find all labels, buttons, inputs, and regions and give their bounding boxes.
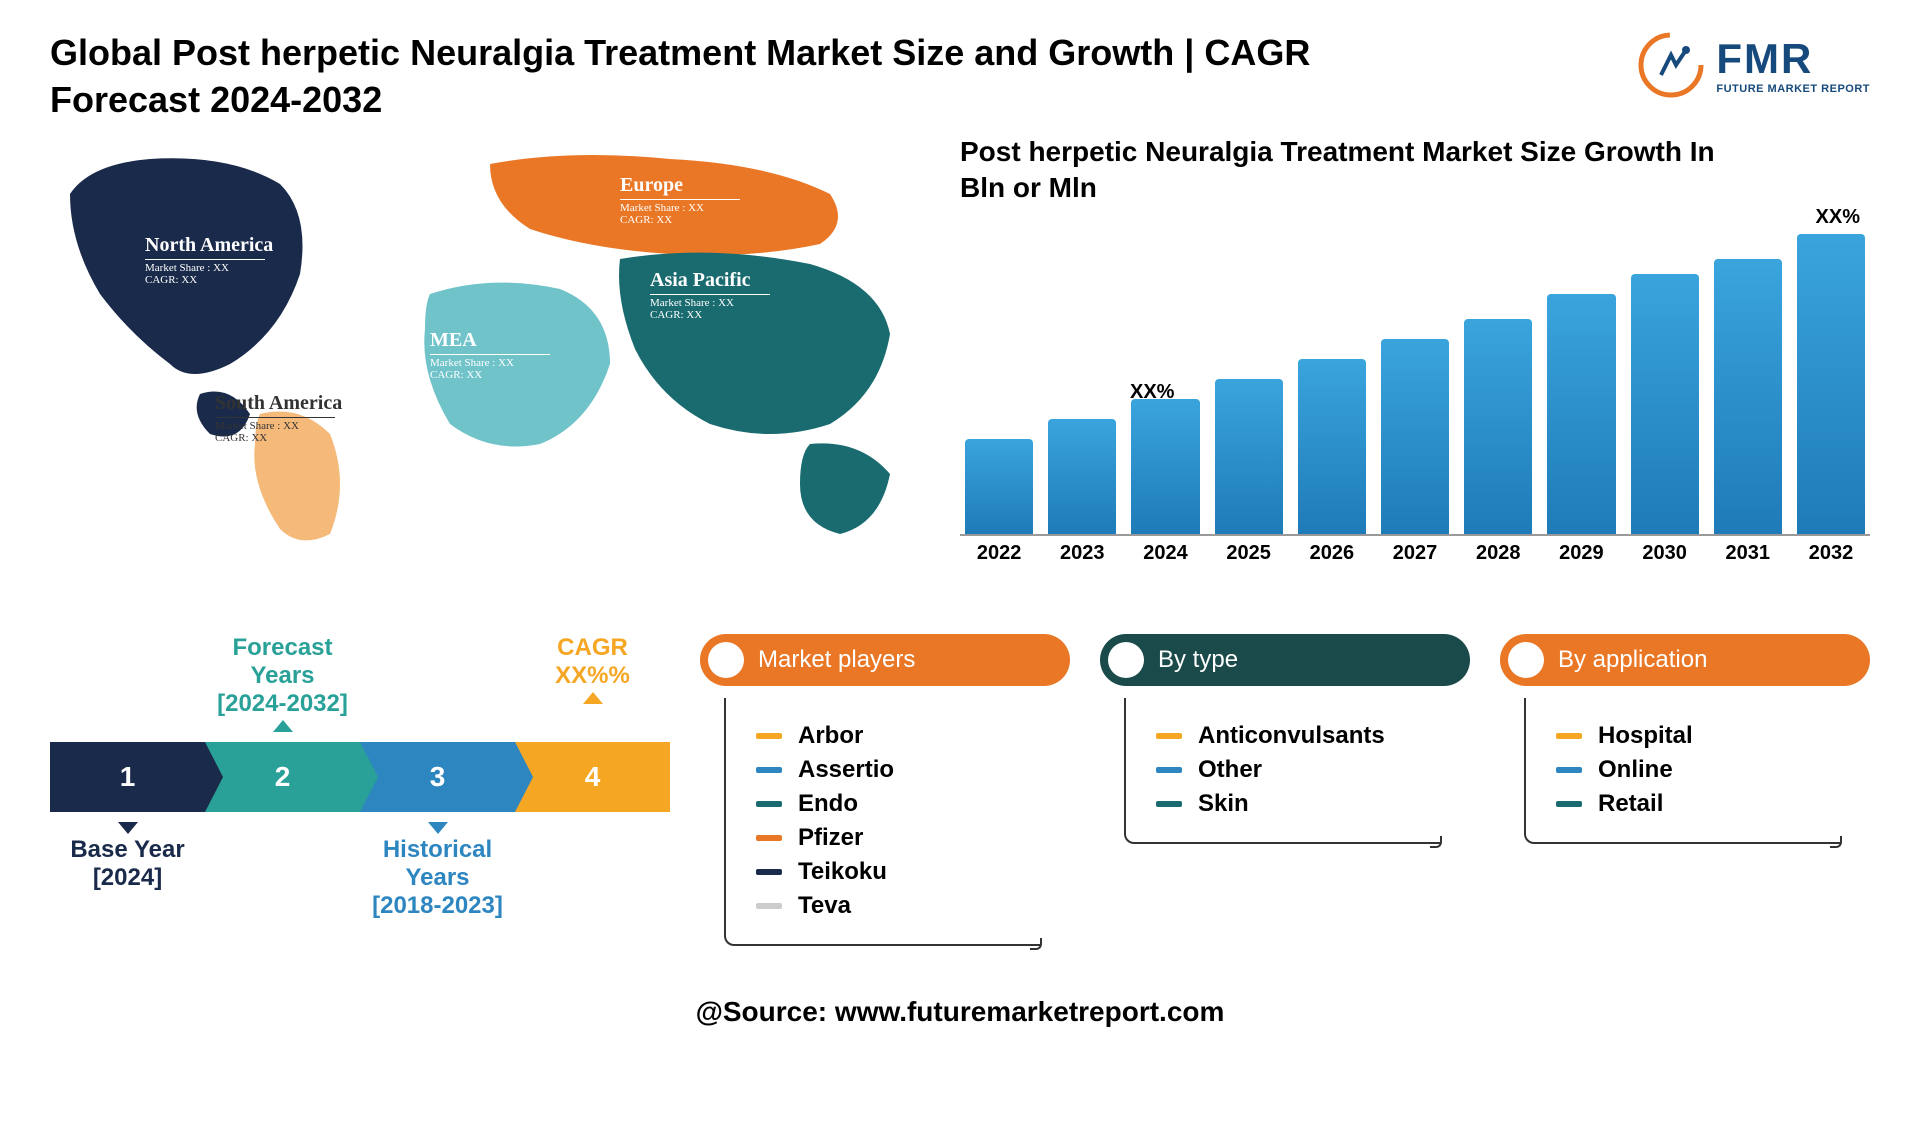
list-item: Teva bbox=[756, 892, 1040, 920]
source-text: @Source: www.futuremarketreport.com bbox=[50, 996, 1870, 1028]
region-label-mea: MEAMarket Share : XXCAGR: XX bbox=[430, 329, 550, 381]
forecast-label: Forecast Years [2024-2032] bbox=[205, 634, 360, 734]
list-item: Assertio bbox=[756, 756, 1040, 784]
dash-icon bbox=[756, 869, 782, 875]
category-title: By type bbox=[1158, 646, 1238, 674]
list-item: Online bbox=[1556, 756, 1840, 784]
logo-fmr-text: FMR bbox=[1716, 35, 1870, 83]
timeline-seg-1: 1 bbox=[50, 742, 205, 812]
category-by-application: By application Hospital Online Retail bbox=[1500, 634, 1870, 946]
dash-icon bbox=[756, 835, 782, 841]
bar-chart: 2022202320242025202620272028202920302031… bbox=[960, 226, 1870, 536]
category-title: By application bbox=[1558, 646, 1707, 674]
bar-2027: 2027 bbox=[1381, 339, 1449, 534]
chart-annotation-2032: XX% bbox=[1816, 206, 1860, 229]
chart-title: Post herpetic Neuralgia Treatment Market… bbox=[960, 134, 1870, 207]
dash-icon bbox=[1556, 801, 1582, 807]
item-label: Skin bbox=[1198, 790, 1249, 818]
list-item: Skin bbox=[1156, 790, 1440, 818]
bullet-icon bbox=[708, 642, 744, 678]
category-title: Market players bbox=[758, 646, 915, 674]
dash-icon bbox=[756, 767, 782, 773]
bar-2032: 2032 bbox=[1797, 234, 1865, 534]
list-item: Hospital bbox=[1556, 722, 1840, 750]
region-label-south-america: South AmericaMarket Share : XXCAGR: XX bbox=[215, 392, 342, 444]
bar-2028: 2028 bbox=[1464, 319, 1532, 534]
bullet-icon bbox=[1108, 642, 1144, 678]
item-label: Anticonvulsants bbox=[1198, 722, 1385, 750]
page-title: Global Post herpetic Neuralgia Treatment… bbox=[50, 30, 1330, 124]
dash-icon bbox=[1556, 767, 1582, 773]
item-label: Pfizer bbox=[798, 824, 863, 852]
list-item: Teikoku bbox=[756, 858, 1040, 886]
item-label: Online bbox=[1598, 756, 1673, 784]
item-label: Assertio bbox=[798, 756, 894, 784]
logo-sub-text: FUTURE MARKET REPORT bbox=[1716, 83, 1870, 95]
dash-icon bbox=[756, 733, 782, 739]
dash-icon bbox=[1156, 801, 1182, 807]
region-label-europe: EuropeMarket Share : XXCAGR: XX bbox=[620, 174, 740, 226]
list-item: Anticonvulsants bbox=[1156, 722, 1440, 750]
list-item: Other bbox=[1156, 756, 1440, 784]
list-item: Retail bbox=[1556, 790, 1840, 818]
bar-2030: 2030 bbox=[1631, 274, 1699, 534]
dash-icon bbox=[756, 801, 782, 807]
list-item: Pfizer bbox=[756, 824, 1040, 852]
logo: FMR FUTURE MARKET REPORT bbox=[1636, 30, 1870, 100]
cagr-label: CAGR XX%% bbox=[515, 634, 670, 734]
base-year-label: Base Year [2024] bbox=[50, 820, 205, 920]
bar-chart-section: Post herpetic Neuralgia Treatment Market… bbox=[960, 134, 1870, 554]
dash-icon bbox=[1156, 767, 1182, 773]
category-header: By application bbox=[1500, 634, 1870, 686]
item-label: Hospital bbox=[1598, 722, 1693, 750]
region-label-asia-pacific: Asia PacificMarket Share : XXCAGR: XX bbox=[650, 269, 770, 321]
category-header: By type bbox=[1100, 634, 1470, 686]
category-header: Market players bbox=[700, 634, 1070, 686]
list-item: Endo bbox=[756, 790, 1040, 818]
bar-2026: 2026 bbox=[1298, 359, 1366, 534]
bar-2022: 2022 bbox=[965, 439, 1033, 534]
bar-2029: 2029 bbox=[1547, 294, 1615, 534]
category-market-players: Market players Arbor Assertio Endo Pfizer Tei… bbox=[700, 634, 1070, 946]
bullet-icon bbox=[1508, 642, 1544, 678]
item-label: Teva bbox=[798, 892, 851, 920]
timeline-seg-2: 2 bbox=[205, 742, 360, 812]
dash-icon bbox=[1556, 733, 1582, 739]
dash-icon bbox=[756, 903, 782, 909]
item-label: Arbor bbox=[798, 722, 863, 750]
item-label: Teikoku bbox=[798, 858, 887, 886]
region-label-north-america: North AmericaMarket Share : XXCAGR: XX bbox=[145, 234, 273, 286]
item-label: Other bbox=[1198, 756, 1262, 784]
dash-icon bbox=[1156, 733, 1182, 739]
category-by-type: By type Anticonvulsants Other Skin bbox=[1100, 634, 1470, 946]
bar-2025: 2025 bbox=[1215, 379, 1283, 534]
bar-2024: 2024 bbox=[1131, 399, 1199, 534]
historical-label: Historical Years [2018-2023] bbox=[360, 820, 515, 920]
logo-icon bbox=[1636, 30, 1706, 100]
timeline-seg-3: 3 bbox=[360, 742, 515, 812]
timeline: Forecast Years [2024-2032] CAGR XX%% 123… bbox=[50, 634, 670, 920]
world-map: North AmericaMarket Share : XXCAGR: XX So… bbox=[50, 134, 920, 554]
bar-2031: 2031 bbox=[1714, 259, 1782, 534]
item-label: Endo bbox=[798, 790, 858, 818]
timeline-bar: 1234 bbox=[50, 742, 670, 812]
bar-2023: 2023 bbox=[1048, 419, 1116, 534]
list-item: Arbor bbox=[756, 722, 1040, 750]
timeline-seg-4: 4 bbox=[515, 742, 670, 812]
item-label: Retail bbox=[1598, 790, 1663, 818]
